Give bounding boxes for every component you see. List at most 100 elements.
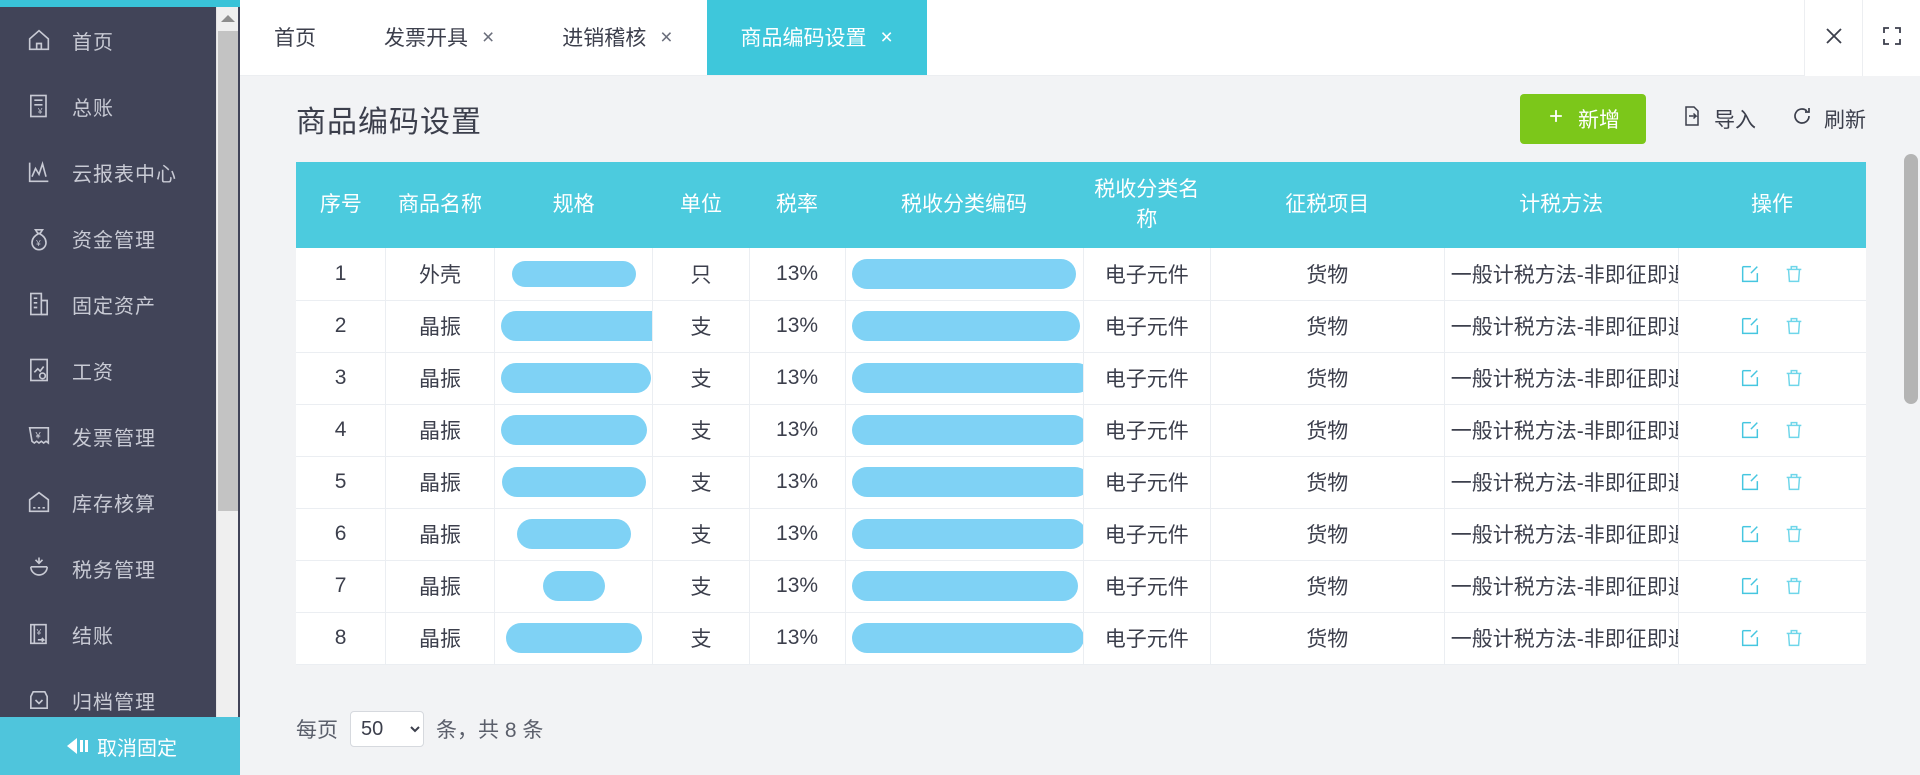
sidebar-item-archive-management[interactable]: 归档管理 [0, 667, 218, 733]
table-header: 序号 商品名称 规格 单位 税率 税收分类编码 税收分类名称 征税项目 计税方法… [296, 162, 1866, 248]
cell-index: 2 [296, 300, 387, 353]
tab-invoice-issue[interactable]: 发票开具 × [350, 0, 528, 75]
cell-tax-class-name: 电子元件 [1083, 352, 1211, 405]
column-header-tax-item[interactable]: 征税项目 [1210, 162, 1445, 248]
scroll-up-arrow-icon[interactable] [217, 7, 239, 29]
import-button[interactable]: 导入 [1680, 104, 1756, 134]
cell-tax-rate: 13% [749, 404, 846, 457]
refresh-button[interactable]: 刷新 [1790, 104, 1866, 134]
sidebar-item-label: 归档管理 [72, 691, 156, 714]
edit-icon[interactable] [1739, 263, 1761, 285]
trash-icon[interactable] [1783, 263, 1805, 285]
page-size-select[interactable]: 50 [350, 710, 424, 747]
column-header-tax-rate[interactable]: 税率 [749, 162, 846, 248]
pagination: 每页 50 条，共 8 条 [296, 710, 1902, 747]
cell-index: 3 [296, 352, 387, 405]
sidebar-item-fund-management[interactable]: ¥ 资金管理 [0, 205, 218, 271]
sidebar-item-invoice-management[interactable]: ¥ 发票管理 [0, 403, 218, 469]
sidebar-scrollbar[interactable] [216, 7, 238, 767]
collapse-left-icon [63, 735, 93, 757]
sidebar-item-home[interactable]: 首页 [0, 7, 218, 73]
column-header-index[interactable]: 序号 [296, 162, 386, 248]
add-button[interactable]: 新增 [1520, 94, 1646, 144]
table-row[interactable]: 3 晶振 支 13% 电子元件 货物 一般计税方法-非即征即退 [296, 352, 1866, 405]
column-header-tax-method[interactable]: 计税方法 [1444, 162, 1679, 248]
cell-tax-method: 一般计税方法-非即征即退 [1444, 300, 1679, 353]
table-row[interactable]: 6 晶振 支 13% 电子元件 货物 一般计税方法-非即征即退 [296, 508, 1866, 561]
table-row[interactable]: 8 晶振 支 13% 电子元件 货物 一般计税方法-非即征即退 [296, 612, 1866, 665]
table-row[interactable]: 5 晶振 支 13% 电子元件 货物 一般计税方法-非即征即退 [296, 456, 1866, 509]
cell-unit: 支 [652, 456, 750, 509]
tab-label: 进销稽核 [562, 27, 647, 50]
tab-home[interactable]: 首页 [240, 0, 350, 75]
cell-tax-item: 货物 [1210, 352, 1445, 405]
redaction-mark [516, 519, 631, 549]
cell-tax-item: 货物 [1210, 612, 1445, 665]
edit-icon[interactable] [1739, 471, 1761, 493]
cell-index: 5 [296, 456, 387, 509]
column-header-operations[interactable]: 操作 [1678, 162, 1866, 248]
table-row[interactable]: 1 外壳 只 13% 电子元件 货物 一般计税方法-非即征即退 [296, 248, 1866, 301]
trash-icon[interactable] [1783, 575, 1805, 597]
tab-close-icon[interactable]: × [880, 25, 893, 49]
tab-product-code-settings[interactable]: 商品编码设置 × [706, 0, 927, 75]
sidebar-scrollbar-thumb[interactable] [218, 31, 238, 511]
sidebar-item-cloud-reports[interactable]: 云报表中心 [0, 139, 218, 205]
svg-text:¥: ¥ [37, 107, 44, 116]
trash-icon[interactable] [1783, 367, 1805, 389]
cell-tax-class-name: 电子元件 [1083, 300, 1211, 353]
redaction-mark [501, 467, 646, 497]
redaction-mark [505, 623, 642, 653]
table-row[interactable]: 2 晶振 支 13% 电子元件 货物 一般计税方法-非即征即退 [296, 300, 1866, 353]
cell-tax-class-name: 电子元件 [1083, 456, 1211, 509]
sidebar-unpin-button[interactable]: 取消固定 [0, 717, 240, 775]
checkout-icon: ¥ [24, 619, 54, 649]
cell-index: 1 [296, 248, 387, 301]
column-header-tax-class-code[interactable]: 税收分类编码 [845, 162, 1084, 248]
trash-icon[interactable] [1783, 315, 1805, 337]
table-row[interactable]: 7 晶振 支 13% 电子元件 货物 一般计税方法-非即征即退 [296, 560, 1866, 613]
tab-label: 首页 [274, 27, 316, 50]
sidebar-item-tax-management[interactable]: 税务管理 [0, 535, 218, 601]
sidebar-item-payroll[interactable]: 工资 [0, 337, 218, 403]
edit-icon[interactable] [1739, 575, 1761, 597]
trash-icon[interactable] [1783, 627, 1805, 649]
fullscreen-icon [1880, 24, 1904, 53]
tab-close-icon[interactable]: × [482, 25, 495, 49]
column-header-tax-class-name[interactable]: 税收分类名称 [1083, 162, 1211, 248]
cell-tax-class-name: 电子元件 [1083, 612, 1211, 665]
close-window-button[interactable] [1804, 0, 1862, 76]
sidebar-item-label: 发票管理 [72, 427, 156, 450]
table-row[interactable]: 4 晶振 支 13% 电子元件 货物 一般计税方法-非即征即退 [296, 404, 1866, 457]
content-scrollbar[interactable] [1902, 152, 1920, 775]
sidebar-item-fixed-assets[interactable]: 固定资产 [0, 271, 218, 337]
cell-tax-item: 货物 [1210, 508, 1445, 561]
tab-close-icon[interactable]: × [660, 25, 673, 49]
sidebar-item-label: 税务管理 [72, 559, 156, 582]
fullscreen-button[interactable] [1862, 0, 1920, 76]
edit-icon[interactable] [1739, 367, 1761, 389]
column-header-spec[interactable]: 规格 [494, 162, 653, 248]
cell-spec [494, 508, 654, 561]
sidebar-item-checkout[interactable]: ¥ 结账 [0, 601, 218, 667]
column-header-unit[interactable]: 单位 [652, 162, 750, 248]
cell-spec [494, 404, 654, 457]
trash-icon[interactable] [1783, 523, 1805, 545]
edit-icon[interactable] [1739, 315, 1761, 337]
content-scrollbar-thumb[interactable] [1904, 154, 1918, 404]
redaction-mark [851, 467, 1083, 497]
cell-tax-method: 一般计税方法-非即征即退 [1444, 248, 1679, 301]
cell-index: 8 [296, 612, 387, 665]
cell-spec [494, 560, 654, 613]
sidebar-item-general-ledger[interactable]: ¥ 总账 [0, 73, 218, 139]
trash-icon[interactable] [1783, 419, 1805, 441]
edit-icon[interactable] [1739, 523, 1761, 545]
sidebar-item-inventory-accounting[interactable]: 库存核算 [0, 469, 218, 535]
trash-icon[interactable] [1783, 471, 1805, 493]
column-header-product-name[interactable]: 商品名称 [385, 162, 495, 248]
tab-purchase-sales-audit[interactable]: 进销稽核 × [528, 0, 706, 75]
edit-icon[interactable] [1739, 627, 1761, 649]
close-icon [1822, 24, 1846, 53]
content-area: 商品编码设置 新增 [240, 76, 1920, 775]
edit-icon[interactable] [1739, 419, 1761, 441]
